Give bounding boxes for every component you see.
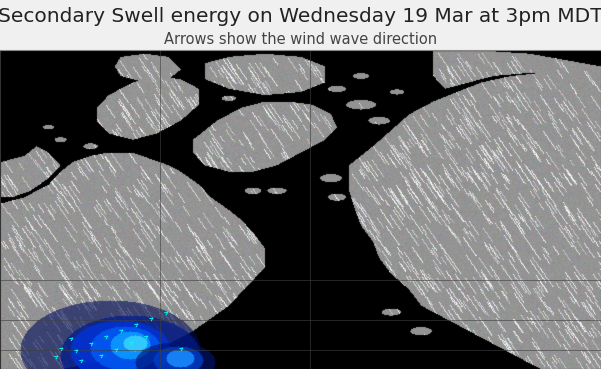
Text: Arrows show the wind wave direction: Arrows show the wind wave direction — [164, 31, 437, 46]
Text: Secondary Swell energy on Wednesday 19 Mar at 3pm MDT: Secondary Swell energy on Wednesday 19 M… — [0, 7, 601, 25]
